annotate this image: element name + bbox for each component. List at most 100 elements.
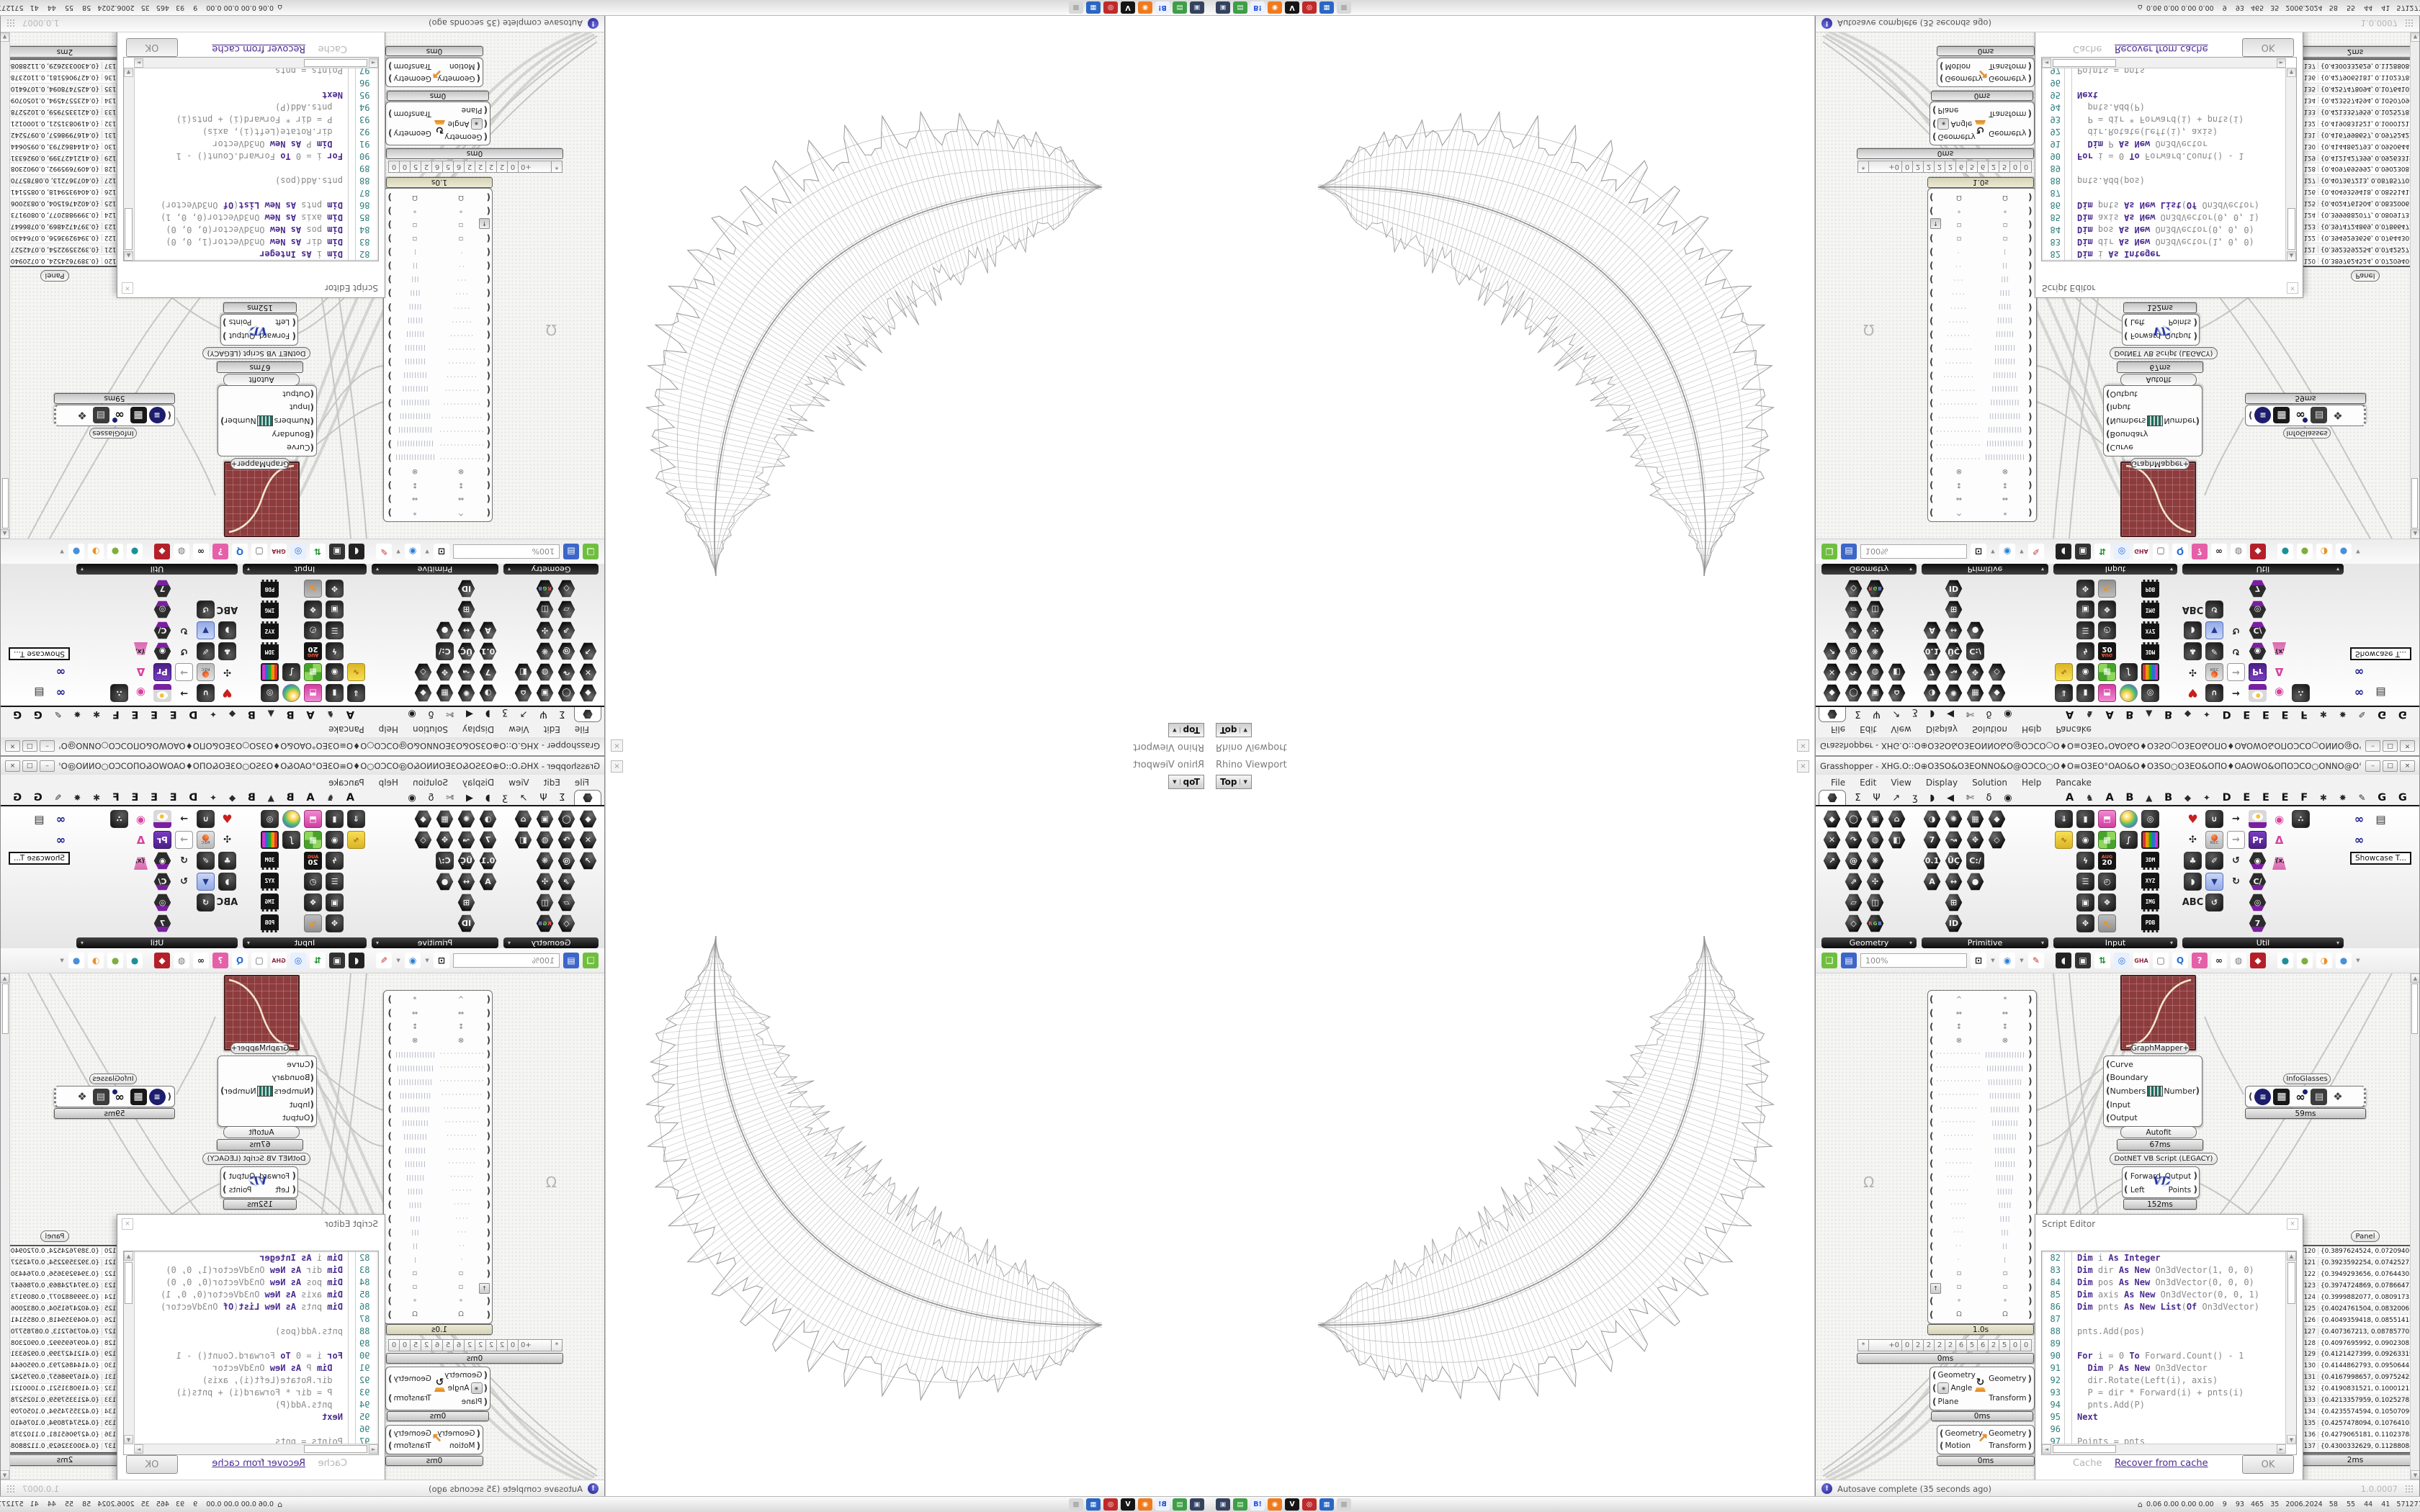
palette-hx-icon[interactable]: ✣ — [536, 621, 554, 639]
taskbar-app-v[interactable]: V — [1285, 1, 1299, 14]
move-component[interactable]: ↗ (Geometry (Motion Geometry) Transform) — [1937, 1425, 2035, 1454]
tab-icon[interactable]: Σ — [559, 708, 565, 719]
rotate-input-plane[interactable]: (Plane — [1932, 1397, 1959, 1408]
palette-hx-icon[interactable]: ↔ — [1945, 873, 1963, 891]
palette-hx-icon[interactable]: ⌂ — [1888, 810, 1906, 828]
vertical-scrollbar[interactable]: ▲ ▼ — [2285, 1251, 2296, 1444]
palette-hx-icon[interactable]: ⊞ — [457, 600, 475, 618]
autofit-param-output[interactable]: (Output — [2106, 1112, 2138, 1123]
window-flag-icon[interactable]: ▢ — [2153, 953, 2169, 968]
autofit-param-curve[interactable]: (Curve — [287, 1059, 314, 1070]
scroller-digit-cell[interactable]: 5 — [442, 161, 453, 173]
camera-icon[interactable]: ▣ — [2075, 544, 2091, 559]
palette-chip-icon[interactable]: 3DM — [261, 642, 279, 660]
move-output-transform[interactable]: Transform) — [1989, 60, 2032, 71]
taskbar-app-monitor[interactable]: ▣ — [1216, 1, 1230, 14]
horizontal-scrollbar[interactable]: ◄ ► — [134, 58, 378, 68]
palette-sq-icon[interactable]: ◴ — [2098, 621, 2116, 639]
scroller-digit-cell[interactable]: 2 — [475, 161, 485, 173]
gh-canvas[interactable]: GraphMapper+ (Curve (Boundary (Numbers Numb… — [1816, 32, 2419, 539]
palette-hx-icon[interactable]: ÜÇ — [457, 852, 475, 870]
palette-sq-icon[interactable]: ▣ — [326, 894, 344, 912]
palette-sq-icon[interactable]: ♣ — [2184, 642, 2202, 660]
scroll-right-icon[interactable]: ► — [2277, 58, 2286, 68]
menu-item-solution[interactable]: Solution — [413, 724, 448, 735]
infoglasses-icon-5[interactable]: ❖ — [77, 409, 87, 422]
palette-group-label[interactable]: Primitive ▾ — [372, 937, 498, 948]
tab-icon[interactable]: ◗ — [485, 708, 490, 719]
palette-red-icon[interactable]: ♥ — [222, 686, 233, 700]
rotate-output-geometry[interactable]: Geometry) — [1989, 128, 2032, 139]
scroll-down-icon[interactable]: ▼ — [2411, 1470, 2419, 1480]
palette-eg-icon[interactable] — [153, 684, 171, 702]
taskbar-app-v[interactable]: V — [1285, 1498, 1299, 1511]
finder-icon[interactable]: Q — [2172, 544, 2188, 559]
scroller-digit-cell[interactable]: 6 — [1978, 1339, 1989, 1351]
palette-hx-icon[interactable]: ⊞ — [1945, 894, 1963, 912]
palette-sq-icon[interactable]: ∴ — [2292, 810, 2310, 828]
palette-sq-icon[interactable]: ∫ — [2120, 663, 2138, 681]
rings-icon[interactable]: ◎ — [290, 544, 306, 559]
palette-hx-icon[interactable]: ⇗ — [557, 621, 575, 639]
palette-sq-icon[interactable]: ☰ — [2076, 873, 2094, 891]
tab-letter[interactable]: E — [169, 708, 177, 720]
palette-sq-icon[interactable]: ♣ — [2184, 852, 2202, 870]
palette-sq-icon[interactable]: ↺ — [197, 600, 215, 618]
rotate-input-geometry[interactable]: (Geometry — [444, 1369, 488, 1380]
infoglasses-icon-1[interactable]: ≡ — [2254, 407, 2272, 424]
infoglasses-label[interactable]: InfoGlasses — [2283, 428, 2331, 438]
scroller-digit-cell[interactable]: 0 — [2021, 161, 2032, 173]
palette-prp-icon[interactable]: Pr — [2249, 663, 2267, 681]
menu-item-file[interactable]: File — [1831, 777, 1846, 788]
palette-or-icon[interactable]: ∿ — [304, 914, 322, 932]
tab-letter[interactable]: F — [2300, 708, 2308, 720]
scroller-digit-cell[interactable]: 2 — [1989, 1339, 1999, 1351]
tab-letter[interactable]: E — [2243, 792, 2251, 804]
palette-pk2-icon[interactable]: ◉ — [2274, 686, 2285, 700]
move-input-geometry[interactable]: (Geometry — [437, 73, 480, 84]
scroller-digit-cell[interactable]: 0 — [388, 161, 399, 173]
palette-group-label[interactable]: Primitive ▾ — [1922, 564, 2048, 575]
tab-icon[interactable]: ◀ — [465, 708, 473, 719]
infoglasses-icon-3[interactable]: ∞ — [112, 408, 128, 424]
open-document-icon[interactable]: ❏ — [583, 544, 599, 559]
gem-icon[interactable]: ◆ — [2250, 953, 2266, 968]
palette-sq-icon[interactable]: ✥ — [326, 914, 344, 932]
finder-icon[interactable]: Q — [2172, 953, 2188, 968]
vb-output-points[interactable]: Points ) — [2168, 318, 2197, 328]
scroll-thumb[interactable] — [2053, 1445, 2116, 1453]
tab-letter[interactable]: A — [2066, 792, 2074, 804]
tab-icon[interactable]: ◗ — [485, 793, 490, 804]
palette-tr-icon[interactable]: ↻ — [2232, 876, 2240, 887]
taskbar-app-red[interactable]: ◎ — [1103, 1, 1118, 14]
scroll-down-icon[interactable]: ▼ — [2411, 32, 2419, 42]
tab-letter[interactable]: F — [112, 792, 120, 804]
gem-icon[interactable]: ◆ — [154, 953, 170, 968]
palette-lt-icon[interactable]: → — [175, 663, 193, 681]
palette-hx-icon[interactable]: ◇ — [1988, 663, 2006, 681]
finder-icon[interactable]: Q — [232, 544, 248, 559]
ball-blue-icon[interactable]: ● — [2336, 953, 2352, 968]
grasshopper-titlebar[interactable]: Grasshopper - XHG.O::O⊕O3SO&O3EONNO&O@OƆ… — [1, 757, 604, 775]
palette-sq-icon[interactable]: ◉ — [2076, 831, 2094, 849]
scroll-up-icon[interactable]: ▲ — [2287, 1251, 2296, 1261]
scroller-digit-cell[interactable]: 2 — [1935, 161, 1945, 173]
vb-script-caption[interactable]: DotNET VB Script (LEGACY) — [2110, 1153, 2218, 1165]
param-modifier-icon[interactable]: ◉ — [470, 1382, 483, 1395]
palette-hx-icon[interactable]: A — [479, 873, 497, 891]
scroll-up-icon[interactable]: ▲ — [1, 529, 9, 539]
palette-group-label[interactable]: Util ▾ — [2182, 937, 2344, 948]
palette-group-label[interactable]: Primitive ▾ — [1922, 937, 2048, 948]
palette-hx-icon[interactable]: ✕ — [1823, 831, 1841, 849]
palette-sq-icon[interactable]: ▣ — [2076, 894, 2094, 912]
palette-sq-icon[interactable]: ☰ — [2076, 621, 2094, 639]
taskbar-app-grey[interactable]: ▩ — [1337, 1498, 1351, 1511]
palette-hx-icon[interactable]: ✣ — [1866, 621, 1884, 639]
rotate-component[interactable]: ↻ (Geometry (◉ Angle (Plane Geometry) Transfo… — [1930, 1367, 2035, 1410]
palette-sq-icon[interactable]: ✐ — [197, 852, 215, 870]
palette-hx-icon[interactable]: A — [1923, 873, 1941, 891]
vertical-scrollbar[interactable]: ▲ ▼ — [124, 68, 135, 261]
palette-group-label[interactable]: Input ▾ — [2053, 564, 2177, 575]
autofit-param-output[interactable]: (Output — [2106, 389, 2138, 400]
scroller-digit-cell[interactable]: 2 — [1935, 1339, 1945, 1351]
